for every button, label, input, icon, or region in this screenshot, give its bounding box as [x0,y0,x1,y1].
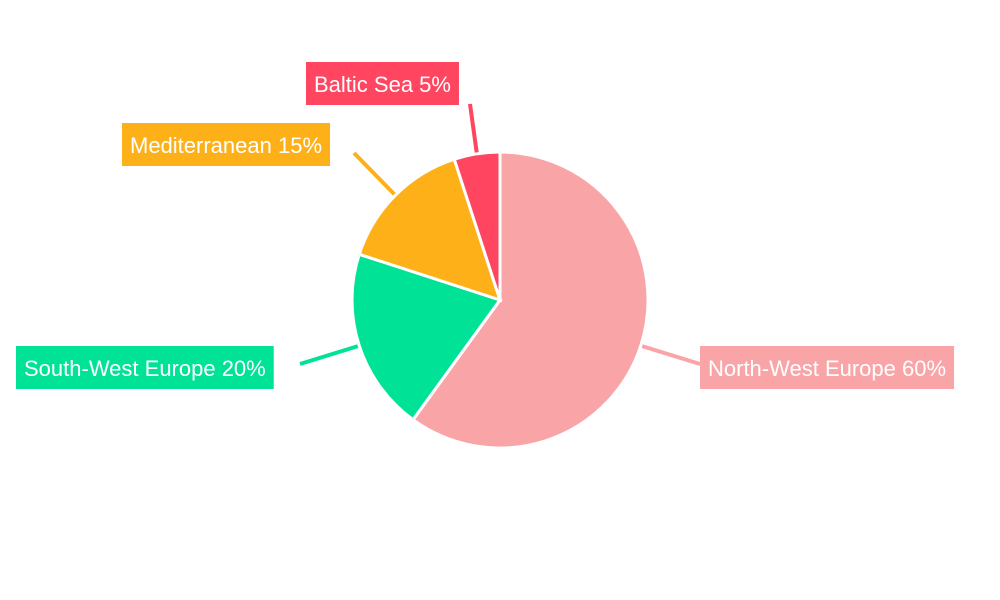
slice-label-box [306,62,459,105]
slice-label-box [700,346,955,389]
slice-label-box [122,123,331,166]
leader-line-baltic-sea [468,103,480,157]
slice-label-text: North-West Europe 60% [708,356,946,381]
slice-label-south-west-europe: South-West Europe 20% [16,346,274,389]
pie-slices [350,150,650,450]
leader-line-south-west-europe [299,343,362,366]
slice-label-box [16,346,274,389]
slice-labels: North-West Europe 60% South-West Europe 2… [16,62,955,389]
pie-slice-north-west-europe[interactable] [410,150,650,450]
slice-label-text: South-West Europe 20% [24,356,266,381]
slice-label-baltic-sea: Baltic Sea 5% [306,62,459,105]
pie-slice-baltic-sea[interactable] [452,150,502,301]
slice-label-north-west-europe: North-West Europe 60% [700,346,955,389]
leader-line-mediterranean [352,151,399,199]
leader-line-north-west-europe [638,343,701,366]
slice-label-text: Mediterranean 15% [130,133,322,158]
leader-lines [299,103,701,366]
slice-label-text: Baltic Sea 5% [314,72,451,97]
pie-slice-south-west-europe[interactable] [350,252,503,422]
slice-label-mediterranean: Mediterranean 15% [122,123,331,166]
